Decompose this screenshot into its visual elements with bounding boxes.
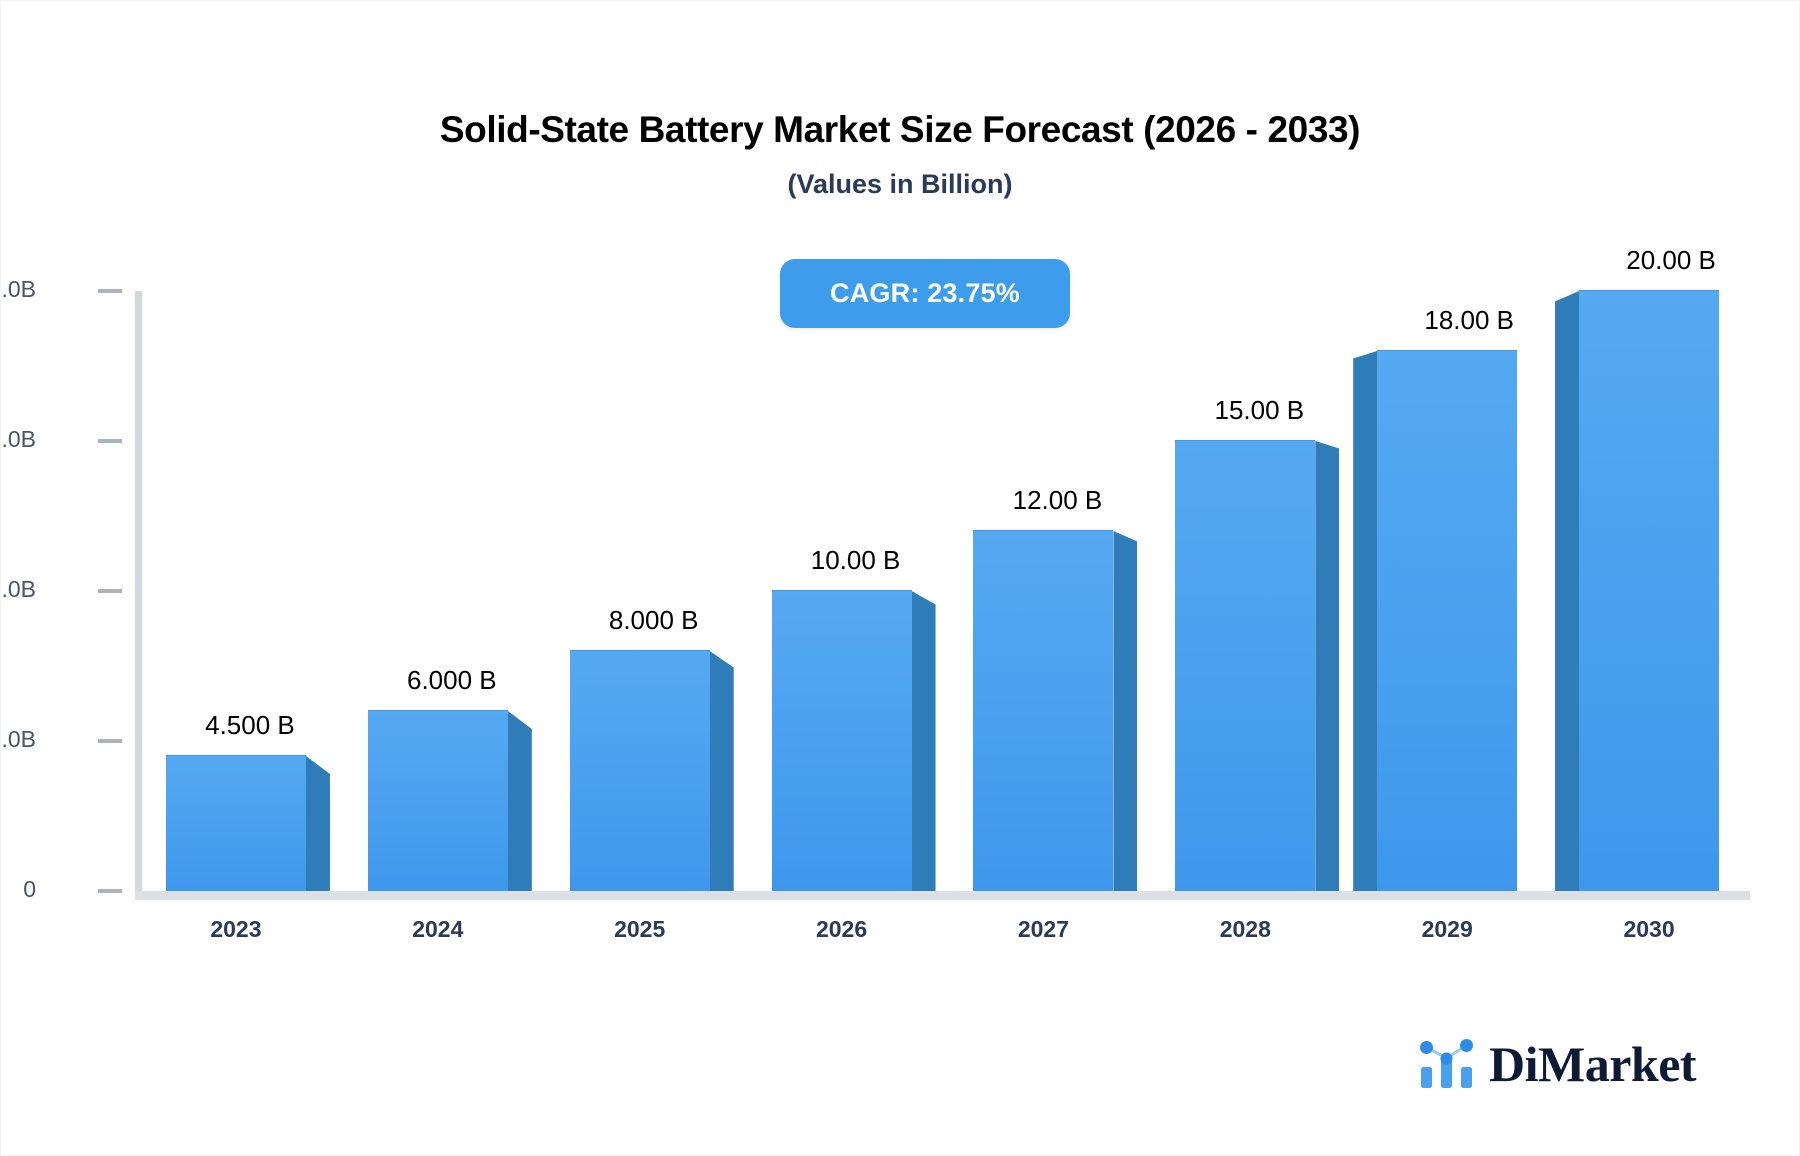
x-axis-tick-label: 2026 [815,916,868,942]
bar-side-face [709,651,734,891]
bar-chart-icon [1420,1039,1473,1088]
bar-front-face [973,530,1114,891]
y-axis-tick [98,439,122,443]
y-axis-tick [98,889,122,893]
bar-front-face [1579,290,1720,891]
y-axis-tick-label: 5.0B [1,726,36,752]
x-axis-tick-label: 2030 [1623,916,1675,942]
x-axis-tick-label: 2027 [1017,916,1070,942]
brand-name: DiMarket [1489,1036,1697,1092]
brand-logo: DiMarket [1418,1036,1697,1092]
bar-front-face [569,650,710,891]
bar-side-face [305,756,330,891]
bar-value-label: 18.00 B [1424,305,1515,335]
bar-2028[interactable] [1175,440,1340,891]
bar-front-face [165,755,306,891]
bar-front-face [771,590,912,891]
x-axis-tick-label: 2028 [1219,916,1271,942]
bar-2030[interactable] [1555,290,1720,891]
bar-side-face [1315,441,1340,891]
y-axis-tick-label: 0 [23,876,36,902]
bar-side-face [911,591,936,891]
bar-2023[interactable] [165,755,330,891]
x-axis-tick-label: 2023 [210,916,262,942]
bar-value-label: 20.00 B [1626,245,1716,275]
cagr-badge-label: CAGR: 23.75% [830,278,1020,308]
bar-2027[interactable] [973,530,1138,891]
x-axis-tick-label: 2024 [412,916,464,942]
bar-value-label: 8.000 B [608,605,699,635]
bar-2026[interactable] [771,590,936,891]
bar-value-label: 10.00 B [810,545,901,575]
y-axis-tick [98,739,122,743]
cagr-badge: CAGR: 23.75% [780,259,1070,328]
bar-value-label: 15.00 B [1214,395,1305,425]
bar-front-face [367,710,508,891]
y-axis-tick [98,589,122,593]
y-axis-tick-label: 15.0B [1,426,36,452]
bar-2029[interactable] [1353,350,1518,891]
bar-front-face [1377,350,1518,891]
y-axis-tick [98,289,122,293]
chart-subtitle: (Values in Billion) [787,169,1013,199]
bar-side-face [507,711,532,891]
y-axis-tick-label: 20.0B [1,276,36,302]
bar-side-face [1113,531,1138,891]
plot-area: 0 5.0B 10.0B 15.0B 20.0B 4.500 B 6.000 B 8.000… [1,245,1750,942]
x-axis-tick-label: 2029 [1421,916,1473,942]
bar-value-label: 4.500 B [205,710,295,740]
bar-value-label: 6.000 B [406,665,497,695]
x-axis-line [135,891,1750,900]
x-axis-tick-label: 2025 [614,916,666,942]
page-title: Solid-State Battery Market Size Forecast… [439,109,1361,150]
bar-2024[interactable] [367,710,532,891]
y-axis-line [135,291,142,891]
bar-side-face [1353,351,1378,891]
bar-side-face [1555,291,1580,891]
bar-value-label: 12.00 B [1012,485,1103,515]
y-axis-tick-label: 10.0B [1,576,36,602]
bar-2025[interactable] [569,650,734,891]
bar-front-face [1175,440,1316,891]
